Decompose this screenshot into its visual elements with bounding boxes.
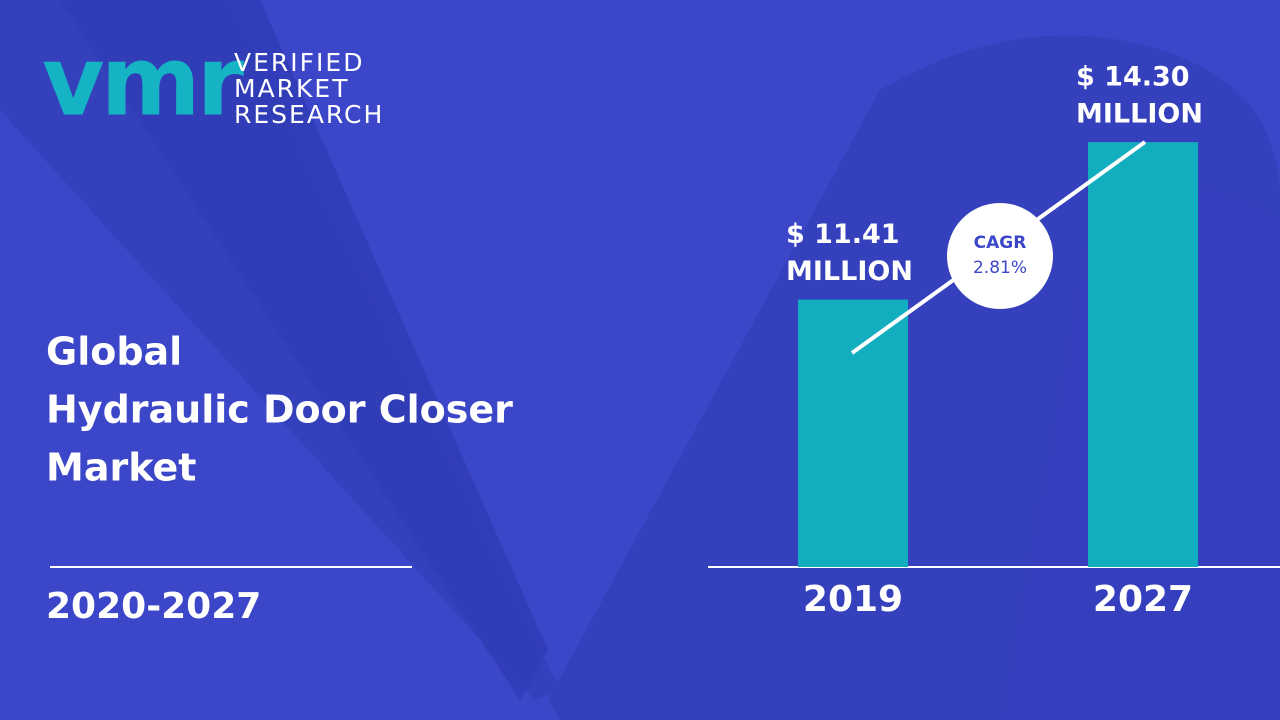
logo-text: RESEARCH [234,100,384,129]
x-label: 2027 [1093,579,1193,620]
title-line: Global [46,330,182,374]
logo-text: MARKET [234,74,350,103]
title-line: Market [46,446,196,490]
cagr-badge [947,203,1053,309]
bar [798,299,908,567]
bar [1088,142,1198,568]
logo-mark: vmr [42,25,245,137]
period: 2020-2027 [46,586,261,627]
title-line: Hydraulic Door Closer [46,388,513,432]
cagr-label: CAGR [974,233,1027,253]
value-label: MILLION [1076,99,1203,130]
x-label: 2019 [803,579,903,620]
logo-text: VERIFIED [234,48,364,77]
value-label: MILLION [786,256,913,287]
value-label: $ 14.30 [1076,62,1190,93]
value-label: $ 11.41 [786,219,900,250]
cagr-value: 2.81% [973,258,1027,278]
v-shape-inner [60,0,548,700]
